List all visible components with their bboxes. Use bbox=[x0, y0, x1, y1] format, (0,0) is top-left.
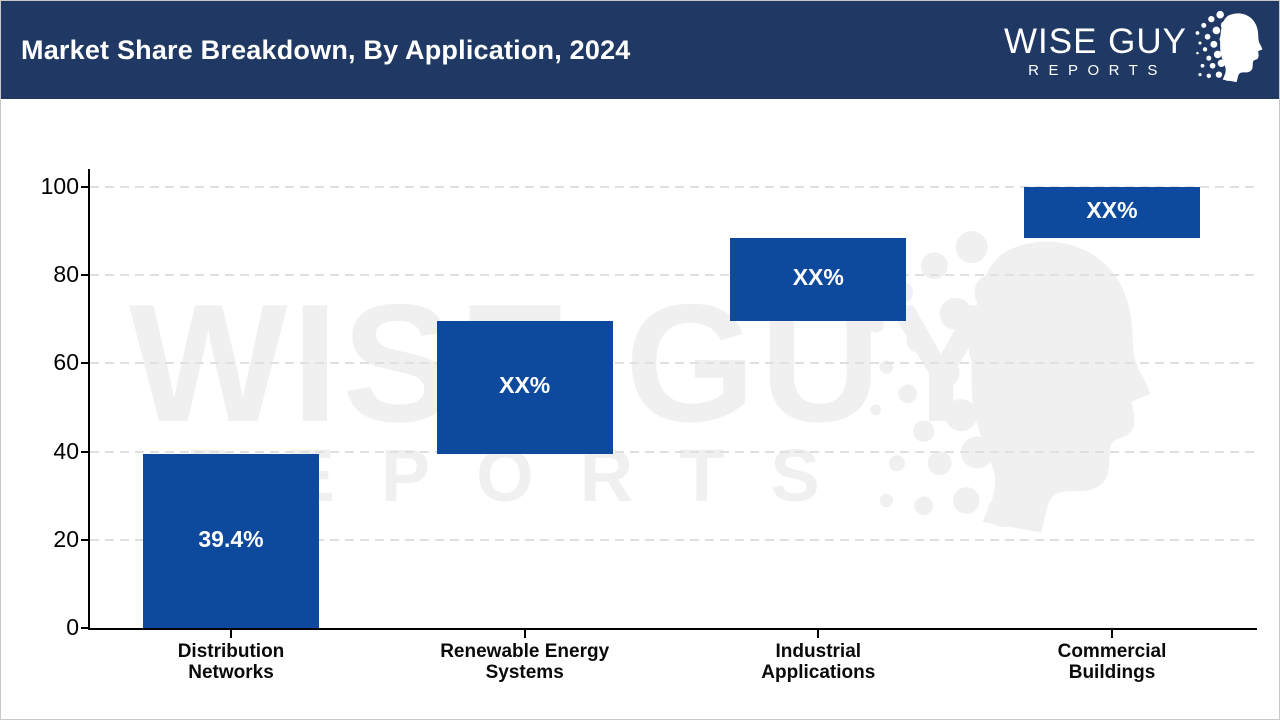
y-tick-label-0: 0 bbox=[66, 614, 79, 640]
gridline-y-100 bbox=[90, 186, 1257, 188]
category-label-line: Applications bbox=[761, 662, 876, 684]
gridline-y-40 bbox=[90, 450, 1257, 453]
gridline-y-20 bbox=[90, 538, 1257, 541]
bar-segment: XX% bbox=[436, 320, 613, 455]
y-tick-100 bbox=[81, 186, 89, 188]
y-tick-label-100: 100 bbox=[40, 173, 79, 199]
y-tick-40 bbox=[81, 450, 89, 453]
bar-value-label: XX% bbox=[499, 372, 551, 399]
category-label: Commercial Buildings bbox=[992, 641, 1232, 684]
bar-segment: 39.4% bbox=[143, 454, 319, 628]
y-tick-60 bbox=[81, 362, 89, 365]
header-bar: Market Share Breakdown, By Application, … bbox=[1, 1, 1279, 99]
brand-logo-text: WISE GUY REPORTS bbox=[1004, 24, 1187, 78]
bar-value-label: 39.4% bbox=[198, 526, 264, 553]
y-tick-label-20: 20 bbox=[53, 525, 79, 552]
category-label-line: Renewable Energy bbox=[440, 641, 610, 662]
category-label-line: Buildings bbox=[1068, 662, 1156, 684]
y-tick-80 bbox=[81, 274, 89, 277]
x-tick bbox=[1111, 630, 1113, 638]
brand-subname: REPORTS bbox=[1028, 62, 1167, 79]
y-tick-label-40: 40 bbox=[53, 437, 79, 464]
category-label-line: Industrial bbox=[775, 641, 862, 662]
category-label-line: Networks bbox=[188, 662, 274, 684]
x-axis-line bbox=[88, 628, 1257, 630]
y-tick-0 bbox=[81, 627, 89, 629]
y-tick-label-80: 80 bbox=[53, 261, 79, 288]
category-label: Renewable Energy Systems bbox=[405, 641, 645, 684]
category-label-line: Distribution bbox=[177, 641, 285, 662]
category-label-line: Commercial bbox=[1057, 641, 1167, 662]
x-tick bbox=[523, 630, 526, 638]
category-label: Distribution Networks bbox=[111, 641, 351, 684]
bar-value-label: XX% bbox=[792, 264, 844, 291]
brand-logo: WISE GUY REPORTS bbox=[1004, 9, 1267, 91]
category-label: Industrial Applications bbox=[698, 641, 938, 684]
gridline-y-60 bbox=[90, 362, 1257, 365]
x-tick bbox=[230, 630, 232, 638]
page-title: Market Share Breakdown, By Application, … bbox=[21, 34, 631, 65]
y-tick-label-60: 60 bbox=[53, 349, 79, 376]
gridline-y-80 bbox=[90, 274, 1257, 277]
dotted-head-profile-icon bbox=[1195, 10, 1263, 83]
y-tick-20 bbox=[81, 538, 89, 541]
category-label-line: Systems bbox=[485, 662, 564, 684]
bar-segment: XX% bbox=[730, 237, 907, 321]
bar-segment: XX% bbox=[1024, 187, 1200, 238]
y-axis-line bbox=[88, 169, 90, 629]
brand-name: WISE GUY bbox=[1003, 22, 1187, 61]
x-tick bbox=[817, 630, 820, 638]
bar-value-label: XX% bbox=[1086, 197, 1138, 224]
